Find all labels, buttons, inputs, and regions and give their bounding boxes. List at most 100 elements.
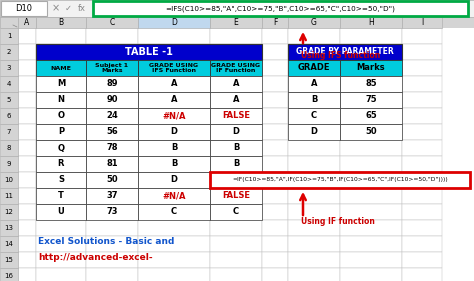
Bar — [0, 236, 18, 252]
Text: E: E — [234, 18, 238, 27]
Bar — [210, 268, 262, 281]
Bar — [36, 60, 86, 76]
Bar — [86, 236, 138, 252]
Text: T: T — [58, 191, 64, 201]
Text: 7: 7 — [7, 129, 11, 135]
Bar — [402, 44, 442, 60]
Text: 56: 56 — [106, 128, 118, 137]
Text: Subject 1
Marks: Subject 1 Marks — [95, 63, 128, 73]
Bar — [340, 76, 402, 92]
Bar — [18, 124, 36, 140]
Bar — [36, 44, 86, 60]
Bar — [18, 140, 36, 156]
Text: A: A — [171, 80, 177, 89]
Text: C: C — [233, 207, 239, 216]
Bar — [210, 156, 262, 172]
Bar — [0, 124, 474, 140]
Bar — [138, 44, 210, 60]
Text: B: B — [58, 18, 64, 27]
Bar — [262, 108, 288, 124]
Bar — [36, 188, 86, 204]
Text: B: B — [311, 96, 317, 105]
Bar — [138, 124, 210, 140]
Text: H: H — [368, 18, 374, 27]
Bar — [402, 17, 442, 28]
Bar — [138, 204, 210, 220]
Bar — [210, 108, 262, 124]
Bar — [138, 188, 210, 204]
Bar — [138, 204, 210, 220]
Bar — [138, 60, 210, 76]
Text: 3: 3 — [7, 65, 11, 71]
Bar — [138, 108, 210, 124]
Text: 50: 50 — [106, 176, 118, 185]
Bar — [138, 156, 210, 172]
Bar — [288, 60, 340, 76]
Bar — [138, 268, 210, 281]
Text: 37: 37 — [106, 191, 118, 201]
Bar — [36, 252, 86, 268]
Bar — [36, 220, 86, 236]
Bar — [36, 17, 86, 28]
Bar — [86, 108, 138, 124]
Bar — [210, 140, 262, 156]
Bar — [340, 188, 402, 204]
Bar — [86, 156, 138, 172]
Bar — [288, 92, 340, 108]
Bar — [340, 268, 402, 281]
Bar — [36, 92, 86, 108]
Text: A: A — [233, 80, 239, 89]
Bar — [402, 92, 442, 108]
Bar — [210, 28, 262, 44]
Bar — [288, 60, 340, 76]
Bar — [0, 140, 474, 156]
Text: B: B — [171, 144, 177, 153]
Bar — [402, 204, 442, 220]
Bar — [402, 76, 442, 92]
Bar — [1, 1, 47, 16]
Bar — [340, 156, 402, 172]
Text: 65: 65 — [365, 112, 377, 121]
Bar — [210, 124, 262, 140]
Bar — [0, 108, 474, 124]
Bar — [340, 60, 402, 76]
Text: 2: 2 — [7, 49, 11, 55]
Bar — [0, 76, 18, 92]
Bar — [86, 60, 138, 76]
Bar — [36, 156, 86, 172]
Text: 1: 1 — [7, 33, 11, 39]
Text: http://advanced-excel-: http://advanced-excel- — [38, 253, 153, 262]
Bar — [402, 140, 442, 156]
Bar — [138, 17, 210, 28]
Text: 10: 10 — [4, 177, 13, 183]
Bar — [138, 236, 210, 252]
Text: B: B — [171, 160, 177, 169]
Bar — [36, 124, 86, 140]
Text: Q: Q — [57, 144, 64, 153]
Bar — [402, 124, 442, 140]
Text: A: A — [24, 18, 29, 27]
Bar — [0, 60, 18, 76]
Bar — [36, 268, 86, 281]
Bar — [138, 92, 210, 108]
Bar — [36, 204, 86, 220]
Text: D: D — [171, 18, 177, 27]
Bar — [402, 60, 442, 76]
Bar — [402, 172, 442, 188]
Bar — [210, 76, 262, 92]
Text: 6: 6 — [7, 113, 11, 119]
Bar — [340, 17, 402, 28]
Bar — [402, 28, 442, 44]
Bar — [36, 204, 86, 220]
Bar — [0, 92, 18, 108]
Bar — [210, 92, 262, 108]
Bar — [210, 172, 262, 188]
Bar — [262, 204, 288, 220]
Bar — [138, 60, 210, 76]
Bar — [210, 92, 262, 108]
Bar — [0, 252, 18, 268]
Text: 90: 90 — [106, 96, 118, 105]
Bar — [18, 76, 36, 92]
Text: GRADE USING
IF Function: GRADE USING IF Function — [211, 63, 261, 73]
Bar — [210, 188, 262, 204]
